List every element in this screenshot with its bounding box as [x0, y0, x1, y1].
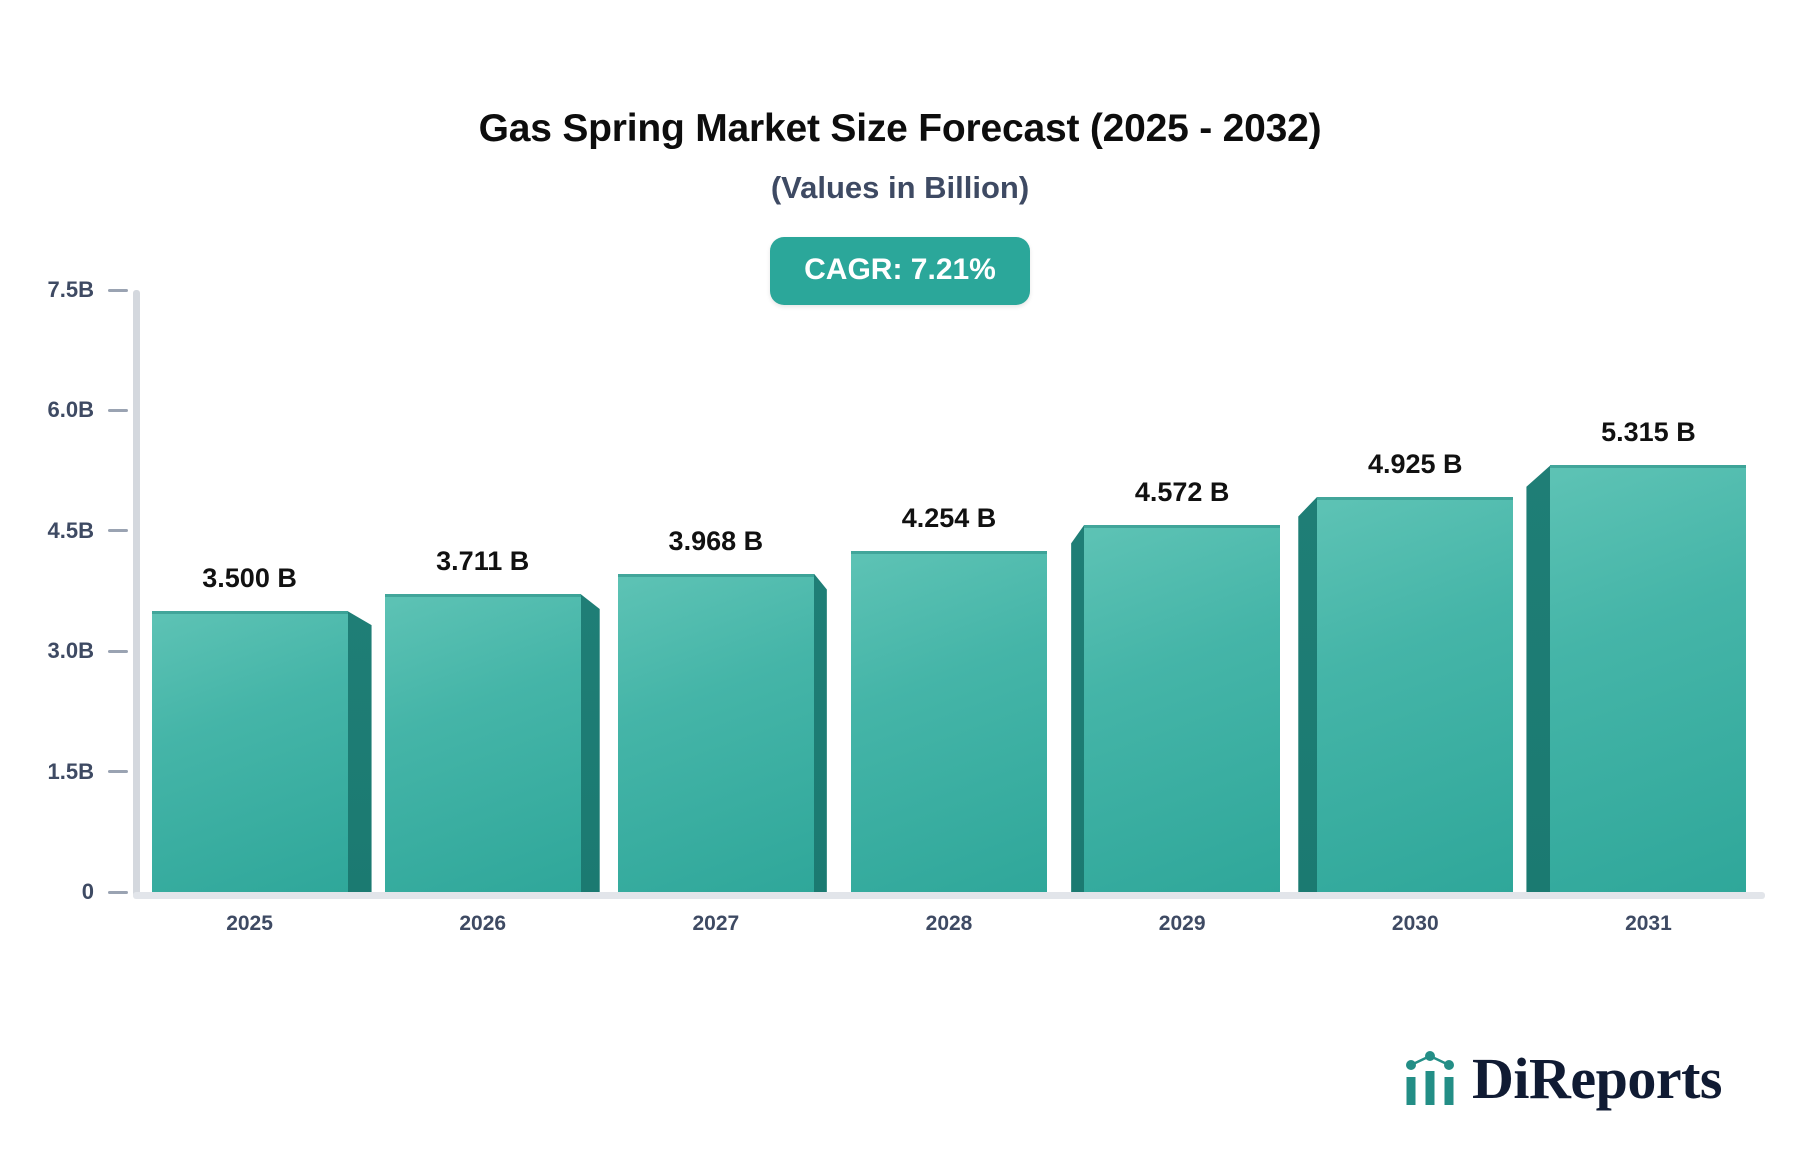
- bar-slot: [151, 290, 372, 892]
- y-axis-tick-label: 6.0B: [47, 397, 94, 423]
- bar-side-face: [1298, 496, 1318, 892]
- chart-header: Gas Spring Market Size Forecast (2025 - …: [0, 0, 1800, 305]
- bar-slot: [1071, 290, 1281, 892]
- y-axis-tick: 1.5B: [0, 759, 128, 785]
- bar[interactable]: [1526, 465, 1747, 892]
- bar-slot: [851, 290, 1047, 892]
- y-axis-tick-label: 0: [81, 879, 94, 904]
- bar-front-face: [1550, 465, 1747, 892]
- bar-value-label: 4.572 B: [1134, 477, 1230, 508]
- bar-top-edge: [1550, 465, 1747, 469]
- bar-chart-logo-icon: [1405, 1051, 1454, 1105]
- chart-subtitle: (Values in Billion): [770, 169, 1030, 205]
- bar-side-face: [580, 594, 600, 892]
- direports-logo: DiReports: [1404, 1046, 1723, 1111]
- x-axis-label: 2027: [692, 912, 740, 935]
- bar-top-edge: [151, 611, 348, 615]
- bar-top-edge: [1317, 496, 1514, 500]
- bar-front-face: [151, 611, 348, 892]
- y-axis-tick-dash: [108, 529, 128, 533]
- y-axis-tick: 0: [0, 879, 128, 905]
- y-axis-tick: 7.5B: [0, 277, 128, 303]
- y-axis-tick-dash: [108, 288, 128, 292]
- x-axis-label: 2026: [459, 912, 507, 935]
- x-axis-label: 2030: [1391, 912, 1439, 935]
- bar-side-face: [1071, 525, 1085, 892]
- y-axis-tick-label: 1.5B: [47, 758, 94, 784]
- y-axis-tick: 3.0B: [0, 638, 128, 664]
- y-axis-tick-dash: [108, 770, 128, 774]
- bar-top-edge: [1084, 525, 1281, 529]
- bars-layer: [133, 290, 1765, 892]
- bar-slot: [1298, 290, 1514, 892]
- y-axis-tick: 4.5B: [0, 518, 128, 544]
- bar-side-face: [1526, 465, 1551, 892]
- x-axis-label: 2031: [1625, 912, 1672, 935]
- cagr-badge-container: CAGR: 7.21%: [0, 236, 1800, 305]
- x-axis-label: 2029: [1158, 912, 1206, 935]
- bar[interactable]: [851, 550, 1047, 892]
- bar-value-label: 4.925 B: [1367, 448, 1463, 479]
- bar-side-face: [813, 573, 827, 892]
- bar[interactable]: [1298, 496, 1514, 892]
- bar-slot: [617, 290, 827, 892]
- y-axis-tick-dash: [108, 408, 128, 412]
- bar[interactable]: [384, 594, 600, 892]
- bar-value-label: 3.711 B: [436, 546, 530, 577]
- y-axis-tick: 6.0B: [0, 397, 128, 423]
- bar-slot: [384, 290, 600, 892]
- bar-value-label: 4.254 B: [901, 502, 997, 533]
- bar-front-face: [617, 573, 814, 892]
- x-axis-label: 2025: [226, 912, 273, 935]
- y-axis-tick-dash: [108, 649, 128, 653]
- bar[interactable]: [1071, 525, 1281, 892]
- bar-value-label: 3.500 B: [202, 563, 297, 594]
- bar-value-label: 3.968 B: [668, 525, 764, 556]
- bar-value-label: 5.315 B: [1601, 417, 1696, 448]
- bar-front-face: [1317, 496, 1514, 892]
- x-axis-label: 2028: [925, 912, 973, 935]
- logo-text: DiReports: [1471, 1046, 1723, 1111]
- bar-front-face: [1084, 525, 1281, 892]
- bar-side-face: [347, 611, 372, 892]
- y-axis-tick-label: 4.5B: [47, 517, 94, 543]
- bar-front-face: [851, 550, 1047, 892]
- bar-top-edge: [617, 573, 814, 577]
- bar[interactable]: [151, 611, 372, 892]
- y-axis-tick-label: 3.0B: [47, 638, 94, 664]
- bar-front-face: [384, 594, 581, 892]
- x-axis-line: [133, 892, 1765, 899]
- page-title: Gas Spring Market Size Forecast (2025 - …: [478, 107, 1322, 150]
- bar-slot: [1526, 290, 1747, 892]
- y-axis-line: [133, 290, 140, 898]
- bar[interactable]: [617, 573, 827, 892]
- bar-top-edge: [851, 550, 1047, 554]
- y-axis-tick-dash: [108, 890, 128, 894]
- cagr-badge: CAGR: 7.21%: [770, 236, 1030, 305]
- bar-top-edge: [384, 594, 581, 598]
- y-axis-tick-label: 7.5B: [47, 277, 94, 302]
